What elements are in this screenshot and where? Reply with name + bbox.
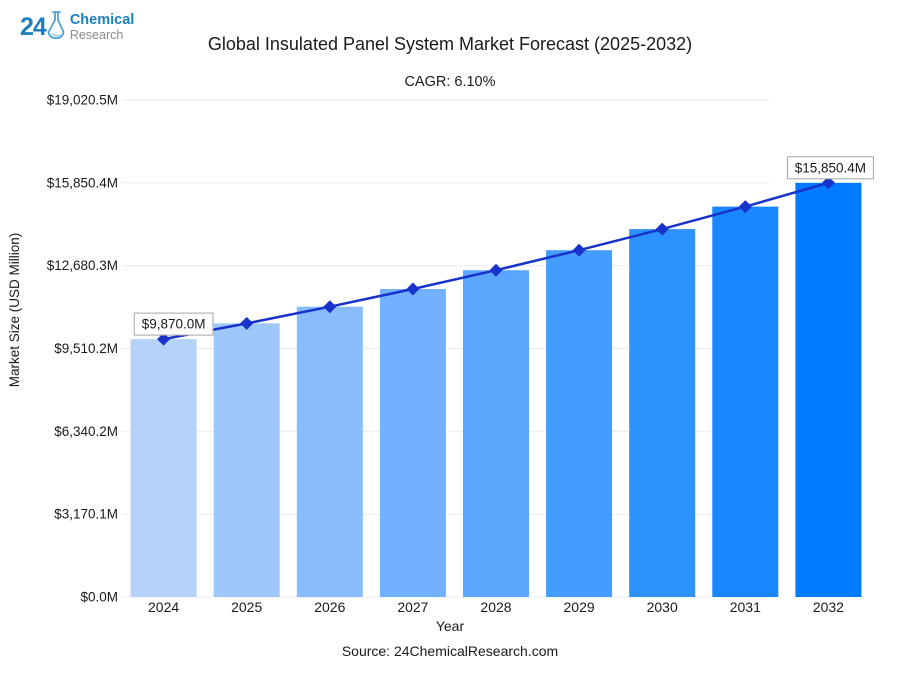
value-label-box [133, 312, 214, 336]
bar [296, 306, 363, 597]
y-tick-label: $3,170.1M [54, 507, 118, 522]
x-tick-label: 2025 [231, 599, 262, 615]
logo-line2: Research [69, 27, 124, 42]
chart-subtitle: CAGR: 6.10% [404, 74, 496, 90]
line-marker-diamond [489, 263, 503, 277]
value-label-box [786, 156, 874, 180]
x-tick-label: 2030 [647, 599, 678, 615]
x-tick-label: 2028 [480, 599, 511, 615]
bar [213, 323, 280, 597]
line-marker-diamond [406, 282, 420, 296]
bar [463, 270, 529, 597]
y-tick-label: $9,510.2M [54, 341, 118, 356]
bar [546, 250, 613, 597]
line-marker-diamond [655, 222, 669, 236]
y-tick-label: $6,340.2M [54, 424, 118, 439]
bar [379, 289, 446, 597]
line-marker-diamond [323, 300, 337, 314]
bar [712, 206, 779, 597]
line-marker-diamond [821, 176, 835, 190]
flask-icon [45, 10, 67, 45]
logo-line1: Chemical [69, 12, 135, 29]
bar [130, 339, 197, 597]
chart-title: Global Insulated Panel System Market For… [207, 34, 693, 54]
line-marker-diamond [157, 332, 171, 346]
x-axis-title: Year [435, 618, 465, 634]
x-tick-label: 2026 [314, 599, 345, 615]
line-marker-diamond [240, 316, 254, 330]
x-tick-label: 2029 [564, 599, 595, 615]
bar [795, 182, 862, 598]
value-label: $9,870.0M [142, 317, 206, 332]
logo-number: 24 [20, 13, 47, 41]
y-tick-label: $15,850.4M [47, 175, 118, 190]
source-note: Source: 24ChemicalResearch.com [341, 643, 559, 659]
y-tick-label: $0.0M [80, 590, 118, 605]
y-tick-label: $19,020.5M [47, 93, 118, 108]
x-tick-label: 2027 [397, 599, 428, 615]
line-marker-diamond [738, 200, 752, 214]
x-tick-label: 2024 [148, 599, 179, 615]
y-tick-label: $12,680.3M [47, 258, 118, 273]
x-tick-label: 2031 [730, 599, 761, 615]
bar [629, 229, 696, 597]
line-marker-diamond [572, 243, 586, 257]
company-logo: 24 Chemical Research [20, 10, 134, 45]
value-label: $15,850.4M [795, 160, 866, 175]
x-tick-label: 2032 [813, 599, 844, 615]
